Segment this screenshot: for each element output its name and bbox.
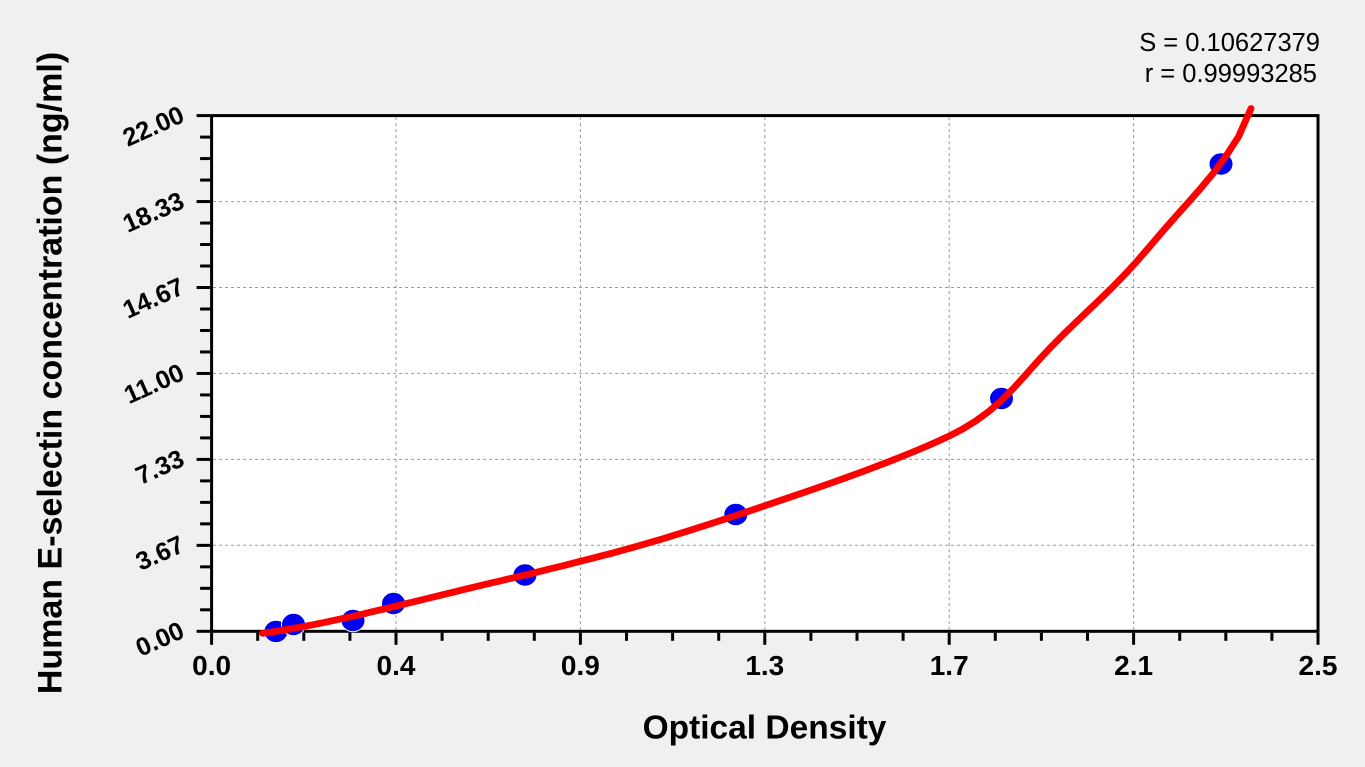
svg-text:1.3: 1.3 [745, 650, 784, 681]
svg-text:1.7: 1.7 [930, 650, 969, 681]
svg-text:0.9: 0.9 [561, 650, 600, 681]
svg-text:2.1: 2.1 [1114, 650, 1153, 681]
svg-text:Optical Density: Optical Density [643, 710, 887, 747]
svg-text:0.4: 0.4 [377, 650, 416, 681]
svg-text:2.5: 2.5 [1299, 650, 1338, 681]
svg-text:Human E-selectin concentration: Human E-selectin concentration (ng/ml) [32, 52, 70, 694]
svg-text:0.0: 0.0 [192, 650, 231, 681]
svg-text:r = 0.99993285: r = 0.99993285 [1145, 60, 1317, 88]
svg-text:S = 0.10627379: S = 0.10627379 [1139, 29, 1320, 57]
